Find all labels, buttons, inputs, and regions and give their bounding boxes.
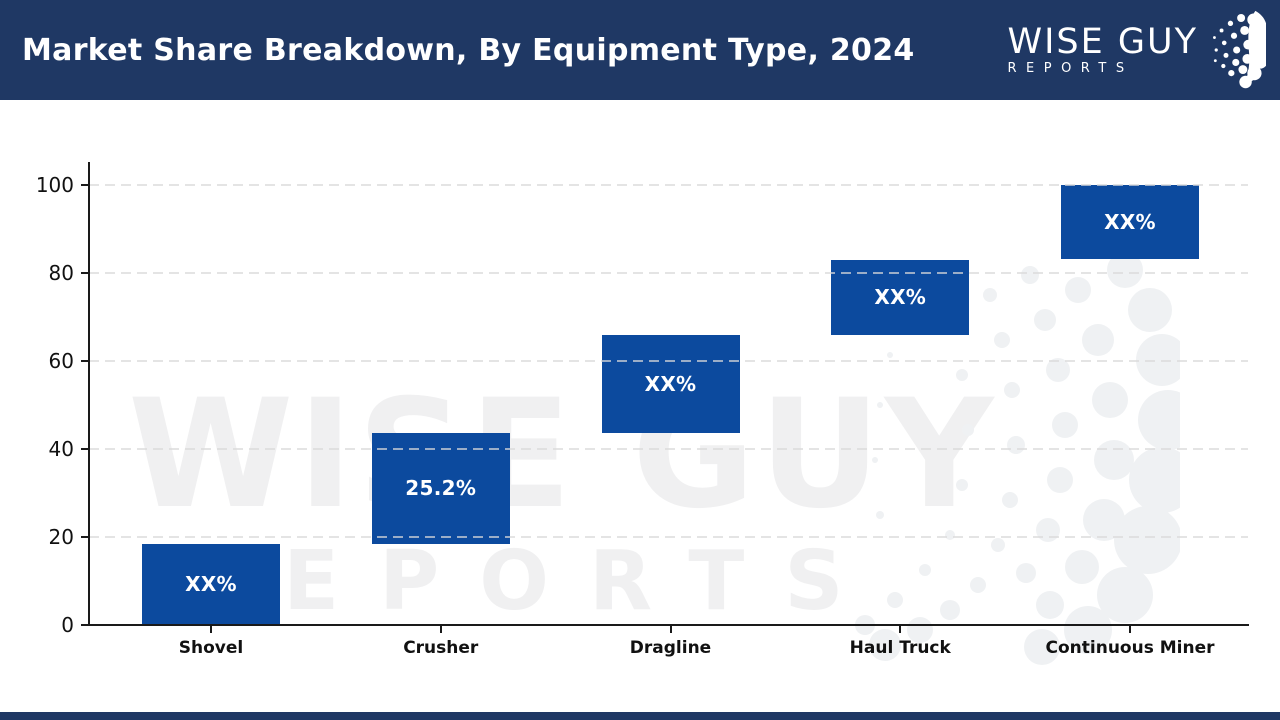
- bar-crusher: 25.2%: [371, 432, 510, 544]
- y-tick-label-40: 40: [48, 437, 74, 461]
- watermark-wordmark: WISE GUY: [128, 368, 998, 542]
- bar-dragline: XX%: [601, 334, 740, 433]
- logo-face-icon: [1213, 10, 1266, 89]
- y-axis-line: [88, 162, 90, 626]
- x-tick-label-continuous-miner: Continuous Miner: [1045, 638, 1215, 658]
- bar-value-label-shovel: XX%: [185, 572, 237, 597]
- logo-wordmark: WISE GUY REPORTS: [1007, 24, 1198, 75]
- y-tick-100: [81, 184, 89, 186]
- y-tick-label-0: 0: [61, 613, 74, 637]
- y-tick-0: [81, 624, 89, 626]
- axes-layer: 0 20 40 60 80 100 Shovel Crusher Dragline Haul Tr…: [0, 100, 1280, 712]
- y-tick-80: [81, 272, 89, 274]
- watermark-face-pattern: [855, 252, 1180, 665]
- y-tick-40: [81, 448, 89, 450]
- logo-wordmark-line2: REPORTS: [1007, 61, 1134, 77]
- y-tick-label-60: 60: [48, 349, 74, 373]
- x-tick-label-shovel: Shovel: [178, 638, 244, 658]
- gridlines-layer: [0, 100, 1280, 712]
- x-tick-label-haul-truck: Haul Truck: [849, 638, 951, 658]
- bar-value-label-dragline: XX%: [644, 371, 697, 396]
- bar-value-label-continuous-miner: XX%: [1104, 209, 1156, 234]
- gridline-20: [89, 536, 1248, 538]
- bar-value-label-crusher: 25.2%: [405, 476, 477, 501]
- logo-wordmark-line1: WISE GUY: [1007, 22, 1198, 63]
- y-tick-60: [81, 360, 89, 362]
- header-bar: Market Share Breakdown, By Equipment Typ…: [0, 0, 1280, 100]
- x-axis-line: [88, 624, 1249, 626]
- bar-shovel: XX%: [142, 543, 280, 625]
- x-tick-shovel: [210, 626, 212, 633]
- x-tick-haul-truck: [899, 626, 902, 633]
- gridline-60: [89, 360, 1248, 362]
- footer-bar: [0, 712, 1280, 720]
- chart-title: Market Share Breakdown, By Equipment Typ…: [22, 32, 915, 68]
- plot-area: WISE GUY REPORTS XX% 25.2% XX% XX% XX% 0 20 40…: [0, 100, 1280, 712]
- brand-logo: WISE GUY REPORTS: [1007, 8, 1280, 92]
- x-tick-crusher: [439, 626, 442, 633]
- gridline-80: [89, 272, 1248, 274]
- watermark-subtext: REPORTS: [180, 534, 884, 629]
- y-tick-label-20: 20: [48, 525, 74, 549]
- bar-continuous-miner: XX%: [1061, 185, 1199, 259]
- x-tick-continuous-miner: [1129, 626, 1131, 633]
- gridline-100: [89, 184, 1248, 186]
- x-tick-label-crusher: Crusher: [403, 638, 479, 658]
- y-tick-label-80: 80: [48, 261, 74, 285]
- x-tick-dragline: [669, 626, 672, 633]
- y-tick-label-100: 100: [35, 173, 74, 197]
- y-tick-20: [81, 536, 89, 538]
- gridline-40: [89, 448, 1248, 450]
- x-tick-label-dragline: Dragline: [629, 638, 712, 658]
- bar-value-label-haul-truck: XX%: [874, 285, 927, 310]
